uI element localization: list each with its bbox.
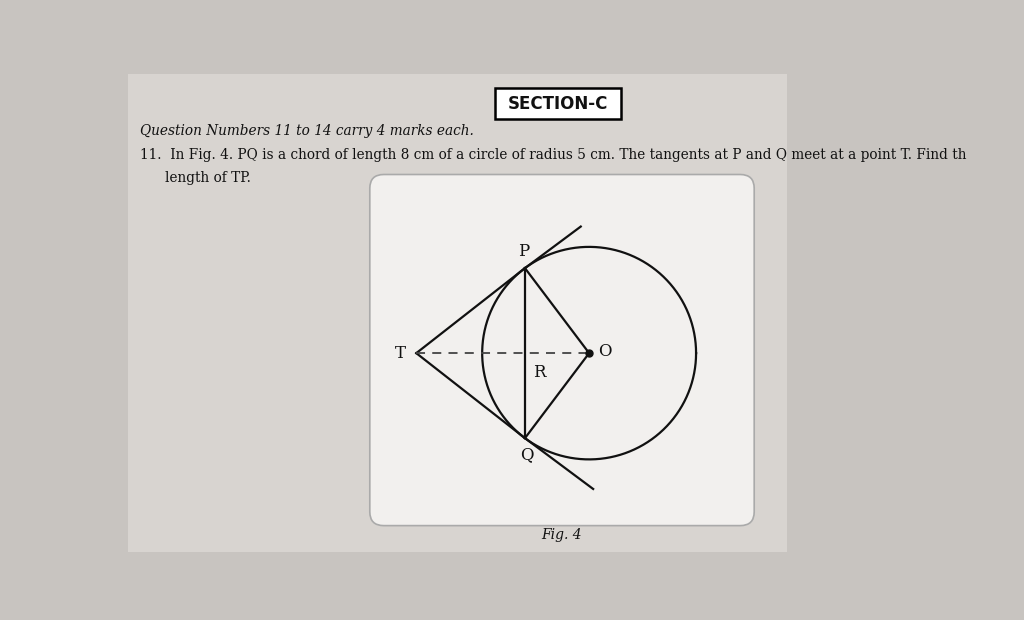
Text: length of TP.: length of TP. — [165, 170, 251, 185]
Text: Q: Q — [520, 446, 535, 464]
Text: SECTION-C: SECTION-C — [508, 95, 608, 113]
Text: 11.  In Fig. 4. PQ is a chord of length 8 cm of a circle of radius 5 cm. The tan: 11. In Fig. 4. PQ is a chord of length 8… — [139, 148, 966, 162]
Text: R: R — [532, 364, 545, 381]
FancyBboxPatch shape — [370, 174, 755, 526]
Text: Question Numbers 11 to 14 carry 4 marks each.: Question Numbers 11 to 14 carry 4 marks … — [139, 125, 473, 138]
FancyBboxPatch shape — [128, 74, 922, 552]
Text: T: T — [394, 345, 406, 361]
FancyBboxPatch shape — [495, 88, 622, 119]
FancyBboxPatch shape — [128, 74, 786, 552]
Text: Fig. 4: Fig. 4 — [542, 528, 583, 542]
Text: O: O — [598, 343, 612, 360]
Text: P: P — [518, 242, 529, 260]
